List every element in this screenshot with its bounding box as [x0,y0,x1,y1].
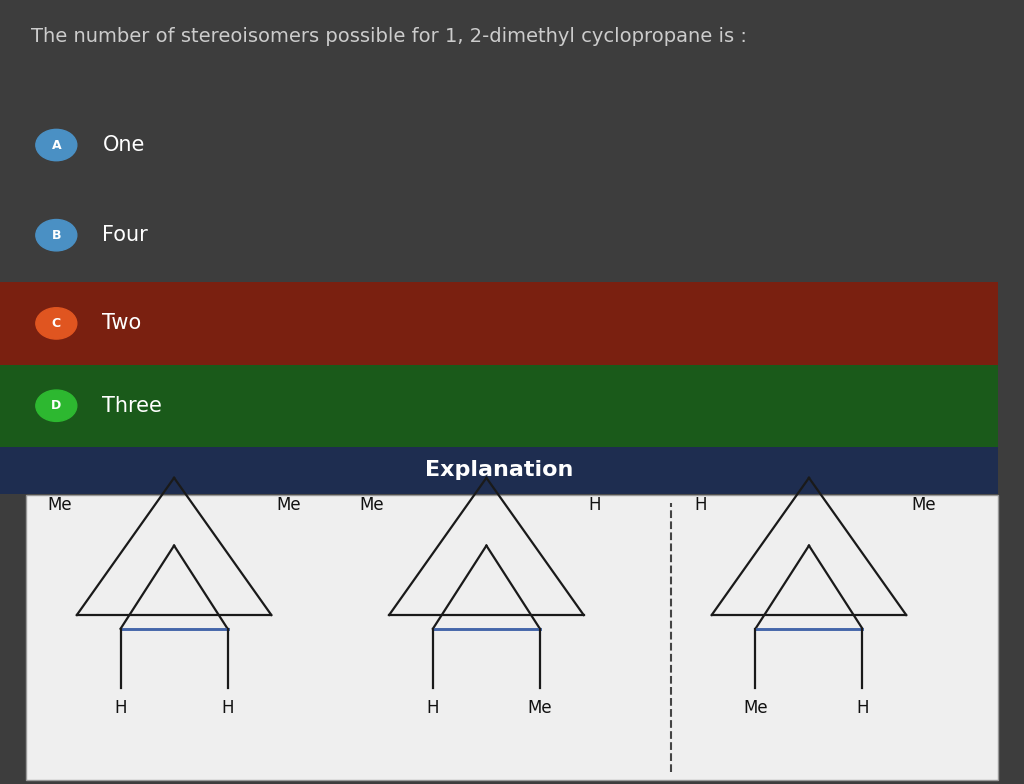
Text: The number of stereoisomers possible for 1, 2-dimethyl cyclopropane is :: The number of stereoisomers possible for… [31,27,746,46]
Text: C: C [52,317,60,330]
FancyBboxPatch shape [0,447,998,494]
Text: Me: Me [911,496,936,514]
FancyBboxPatch shape [26,495,998,780]
Text: H: H [115,699,127,717]
Text: D: D [51,399,61,412]
Text: B: B [51,229,61,241]
Text: Four: Four [102,225,148,245]
Circle shape [36,307,77,339]
Circle shape [36,220,77,251]
Circle shape [36,390,77,422]
Text: H: H [427,699,439,717]
Text: One: One [102,135,144,155]
FancyBboxPatch shape [0,365,998,447]
Text: A: A [51,139,61,151]
Text: Explanation: Explanation [425,460,572,481]
Text: Me: Me [743,699,768,717]
Text: H: H [856,699,868,717]
Text: H: H [694,496,707,514]
FancyBboxPatch shape [0,282,998,365]
Text: Me: Me [47,496,72,514]
Text: Me: Me [527,699,552,717]
Circle shape [36,129,77,161]
Text: Three: Three [102,396,162,416]
Text: H: H [221,699,233,717]
Text: Me: Me [359,496,384,514]
Text: H: H [589,496,601,514]
Text: Me: Me [276,496,301,514]
Text: Two: Two [102,314,141,333]
